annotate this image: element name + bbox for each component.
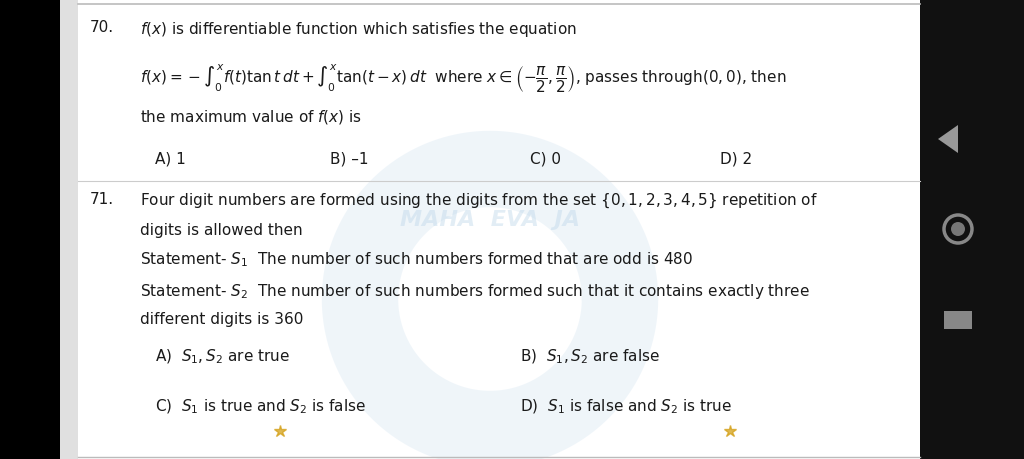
Bar [944, 311, 972, 329]
Text: Statement- $S_2$  The number of such numbers formed such that it contains exactl: Statement- $S_2$ The number of such numb… [140, 281, 810, 300]
Text: B)  $S_1, S_2$ are false: B) $S_1, S_2$ are false [520, 347, 660, 366]
Bar [78, 0, 920, 459]
Text: D)  $S_1$ is false and $S_2$ is true: D) $S_1$ is false and $S_2$ is true [520, 397, 732, 415]
Text: Statement- $S_1$  The number of such numbers formed that are odd is 480: Statement- $S_1$ The number of such numb… [140, 249, 693, 268]
Text: 70.: 70. [90, 20, 114, 35]
Text: Four digit numbers are formed using the digits from the set $\{0,1,2,3,4,5\}$ re: Four digit numbers are formed using the … [140, 191, 818, 210]
Text: A)  $S_1, S_2$ are true: A) $S_1, S_2$ are true [155, 347, 290, 366]
Bar [0, 0, 60, 459]
Bar [60, 0, 78, 459]
Text: MAHA  EVA  JA: MAHA EVA JA [400, 210, 580, 230]
Circle shape [951, 223, 965, 236]
Text: the maximum value of $f(x)$ is: the maximum value of $f(x)$ is [140, 108, 362, 126]
Text: C)  $S_1$ is true and $S_2$ is false: C) $S_1$ is true and $S_2$ is false [155, 397, 367, 415]
Text: $f(x) = -\int_0^x f(t)\tan t\,dt + \int_0^x \tan(t-x)\,dt$  where $x \in \left(-: $f(x) = -\int_0^x f(t)\tan t\,dt + \int_… [140, 62, 786, 95]
Text: A) 1: A) 1 [155, 151, 185, 167]
Text: C) 0: C) 0 [530, 151, 561, 167]
Polygon shape [938, 126, 958, 154]
Text: B) –1: B) –1 [330, 151, 369, 167]
Text: $f(x)$ is differentiable function which satisfies the equation: $f(x)$ is differentiable function which … [140, 20, 577, 39]
Text: D) 2: D) 2 [720, 151, 752, 167]
Bar [920, 0, 1024, 459]
Text: digits is allowed then: digits is allowed then [140, 223, 303, 237]
Text: different digits is 360: different digits is 360 [140, 311, 303, 326]
Text: 71.: 71. [90, 191, 114, 207]
